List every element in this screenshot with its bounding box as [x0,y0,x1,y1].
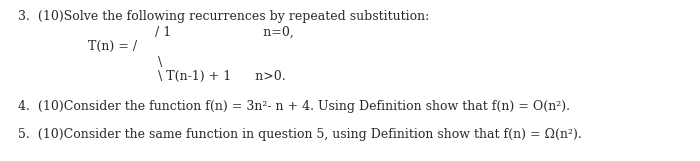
Text: 5.  (10)Consider the same function in question 5, using Definition show that f(n: 5. (10)Consider the same function in que… [18,128,582,141]
Text: / 1                       n=0,: / 1 n=0, [155,26,294,39]
Text: 3.  (10)Solve the following recurrences by repeated substitution:: 3. (10)Solve the following recurrences b… [18,10,429,23]
Text: 4.  (10)Consider the function f(n) = 3n²- n + 4. Using Definition show that f(n): 4. (10)Consider the function f(n) = 3n²-… [18,100,570,113]
Text: \: \ [158,56,162,69]
Text: \ T(n-1) + 1      n>0.: \ T(n-1) + 1 n>0. [158,70,286,83]
Text: T(n) = /: T(n) = / [88,40,137,53]
